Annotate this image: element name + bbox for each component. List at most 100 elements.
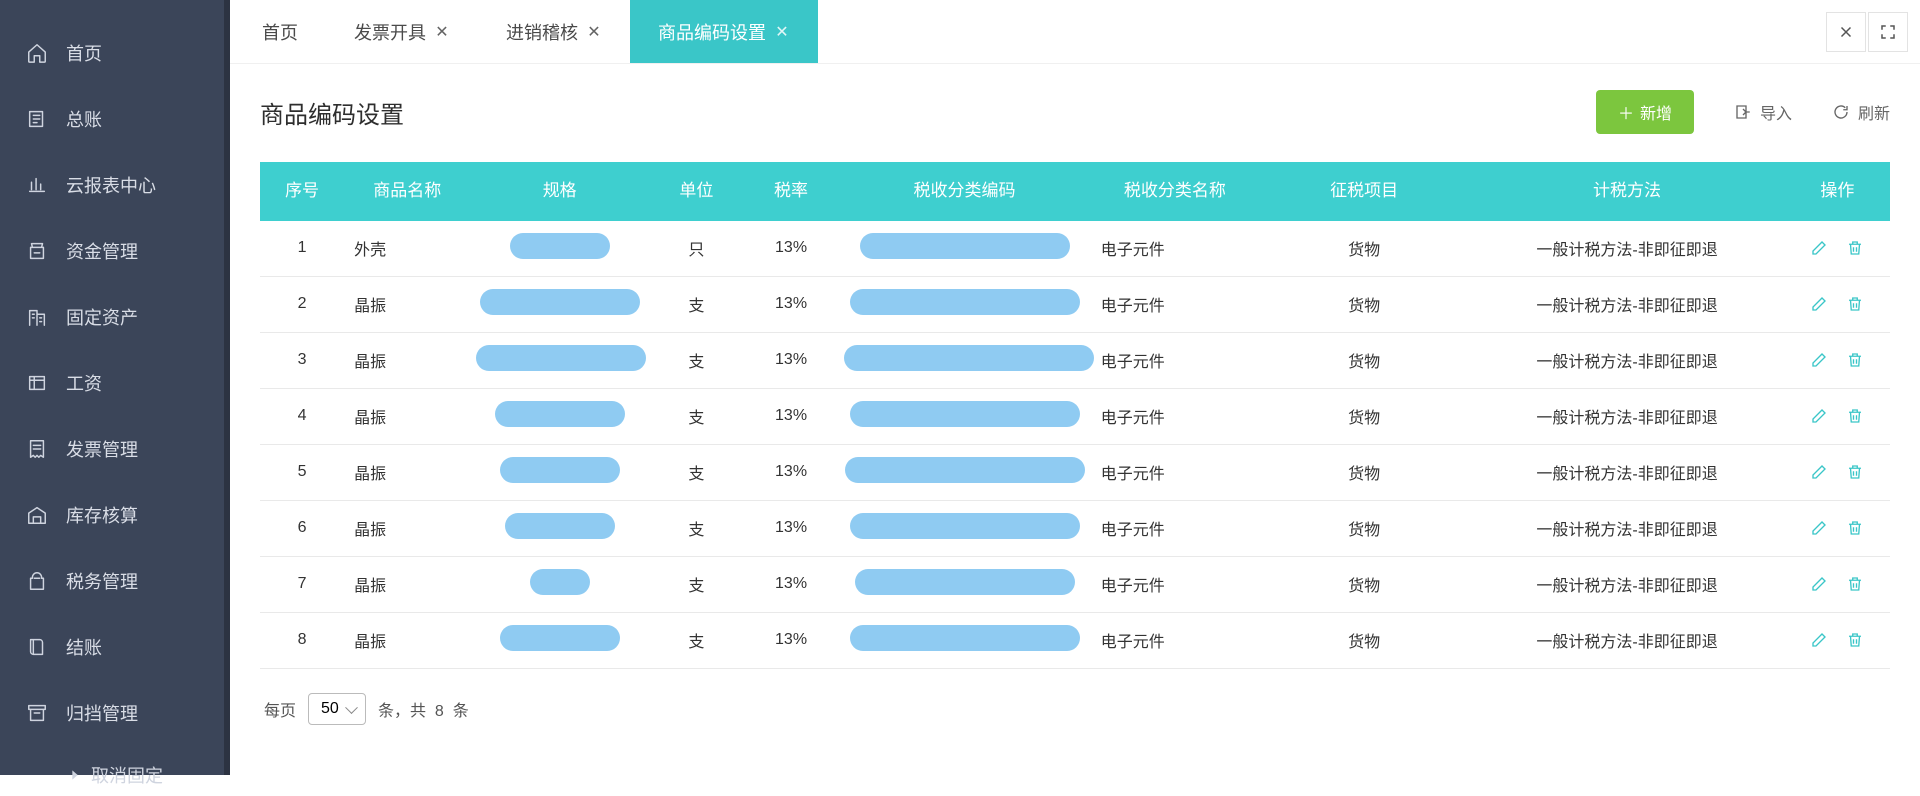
cell-unit: 只 — [649, 221, 744, 277]
col-tax_code: 税收分类编码 — [838, 162, 1090, 221]
redacted-spec — [530, 569, 590, 595]
sidebar-item-archive[interactable]: 归挡管理 — [0, 680, 230, 746]
window-fullscreen-button[interactable] — [1868, 12, 1908, 52]
col-name: 商品名称 — [344, 162, 470, 221]
tab[interactable]: 发票开具 ✕ — [326, 0, 478, 63]
tab-close-icon[interactable]: ✕ — [774, 24, 790, 40]
cell-ops — [1785, 388, 1890, 444]
tab-close-icon[interactable]: ✕ — [586, 24, 602, 40]
sidebar-item-label: 结账 — [66, 634, 102, 660]
tab-close-icon[interactable]: ✕ — [434, 24, 450, 40]
col-unit: 单位 — [649, 162, 744, 221]
delete-icon[interactable] — [1846, 407, 1864, 425]
sidebar-item-payroll[interactable]: 工资 — [0, 350, 230, 416]
cell-seq: 3 — [260, 332, 344, 388]
table-row: 4晶振支13%电子元件货物一般计税方法-非即征即退 — [260, 388, 1890, 444]
refresh-button[interactable]: 刷新 — [1832, 100, 1890, 124]
edit-icon[interactable] — [1810, 463, 1828, 481]
cell-ops — [1785, 500, 1890, 556]
sidebar-item-ledger[interactable]: 总账 — [0, 86, 230, 152]
col-tax_item: 征税项目 — [1259, 162, 1469, 221]
edit-icon[interactable] — [1810, 295, 1828, 313]
per-page-label: 每页 — [264, 697, 296, 721]
sidebar-item-tax[interactable]: 税务管理 — [0, 548, 230, 614]
sidebar-item-label: 云报表中心 — [66, 172, 156, 198]
edit-icon[interactable] — [1810, 631, 1828, 649]
cell-unit: 支 — [649, 388, 744, 444]
edit-icon[interactable] — [1810, 575, 1828, 593]
edit-icon[interactable] — [1810, 239, 1828, 257]
cell-taxmethod: 一般计税方法-非即征即退 — [1469, 221, 1784, 277]
table-row: 1外壳只13%电子元件货物一般计税方法-非即征即退 — [260, 221, 1890, 277]
sidebar-item-invoice[interactable]: 发票管理 — [0, 416, 230, 482]
delete-icon[interactable] — [1846, 239, 1864, 257]
cell-rate: 13% — [744, 500, 839, 556]
table-head: 序号商品名称规格单位税率税收分类编码税收分类名称征税项目计税方法操作 — [260, 162, 1890, 221]
window-close-button[interactable] — [1826, 12, 1866, 52]
cell-taxitem: 货物 — [1259, 556, 1469, 612]
tab-label: 发票开具 — [354, 19, 426, 45]
redacted-spec — [480, 289, 640, 315]
cell-taxcode — [838, 556, 1090, 612]
tab-label: 进销稽核 — [506, 19, 578, 45]
sidebar-item-chart[interactable]: 云报表中心 — [0, 152, 230, 218]
cell-seq: 5 — [260, 444, 344, 500]
archive-icon — [26, 702, 48, 724]
cell-taxitem: 货物 — [1259, 332, 1469, 388]
pagination: 每页 50 条，共 8 条 — [260, 669, 1890, 749]
delete-icon[interactable] — [1846, 519, 1864, 537]
tab[interactable]: 进销稽核 ✕ — [478, 0, 630, 63]
sidebar-unpin-label: 取消固定 — [91, 762, 163, 788]
redacted-spec — [510, 233, 610, 259]
cell-rate: 13% — [744, 612, 839, 668]
main-panel: 首页发票开具✕进销稽核✕商品编码设置✕ 商品编码设置 ＋ 新增 — [230, 0, 1920, 775]
invoice-icon — [26, 438, 48, 460]
col-seq: 序号 — [260, 162, 344, 221]
col-spec: 规格 — [470, 162, 649, 221]
cell-name: 晶振 — [344, 500, 470, 556]
cell-taxcode — [838, 444, 1090, 500]
product-table: 序号商品名称规格单位税率税收分类编码税收分类名称征税项目计税方法操作 1外壳只1… — [260, 162, 1890, 669]
edit-icon[interactable] — [1810, 407, 1828, 425]
tab[interactable]: 商品编码设置 ✕ — [630, 0, 818, 63]
table-row: 8晶振支13%电子元件货物一般计税方法-非即征即退 — [260, 612, 1890, 668]
cell-seq: 7 — [260, 556, 344, 612]
per-page-select[interactable]: 50 — [308, 693, 366, 725]
redacted-taxcode — [855, 569, 1075, 595]
cell-unit: 支 — [649, 444, 744, 500]
money-icon — [26, 240, 48, 262]
delete-icon[interactable] — [1846, 351, 1864, 369]
sidebar-item-building[interactable]: 固定资产 — [0, 284, 230, 350]
delete-icon[interactable] — [1846, 463, 1864, 481]
import-button[interactable]: 导入 — [1734, 100, 1792, 124]
sidebar-unpin-button[interactable]: 取消固定 — [0, 746, 230, 796]
tab[interactable]: 首页 — [234, 0, 326, 63]
edit-icon[interactable] — [1810, 519, 1828, 537]
cell-taxmethod: 一般计税方法-非即征即退 — [1469, 556, 1784, 612]
tab-label: 商品编码设置 — [658, 19, 766, 45]
sidebar-item-book[interactable]: 结账 — [0, 614, 230, 680]
sidebar-item-label: 资金管理 — [66, 238, 138, 264]
sidebar-item-money[interactable]: 资金管理 — [0, 218, 230, 284]
cell-name: 晶振 — [344, 444, 470, 500]
delete-icon[interactable] — [1846, 295, 1864, 313]
redacted-spec — [500, 457, 620, 483]
table-body: 1外壳只13%电子元件货物一般计税方法-非即征即退2晶振支13%电子元件货物一般… — [260, 221, 1890, 669]
sidebar-item-warehouse[interactable]: 库存核算 — [0, 482, 230, 548]
cell-unit: 支 — [649, 556, 744, 612]
delete-icon[interactable] — [1846, 575, 1864, 593]
cell-rate: 13% — [744, 332, 839, 388]
cell-name: 外壳 — [344, 221, 470, 277]
add-button[interactable]: ＋ 新增 — [1596, 90, 1694, 134]
delete-icon[interactable] — [1846, 631, 1864, 649]
cell-ops — [1785, 556, 1890, 612]
redacted-spec — [495, 401, 625, 427]
redacted-taxcode — [850, 625, 1080, 651]
table-row: 5晶振支13%电子元件货物一般计税方法-非即征即退 — [260, 444, 1890, 500]
sidebar-item-home[interactable]: 首页 — [0, 20, 230, 86]
cell-taxmethod: 一般计税方法-非即征即退 — [1469, 444, 1784, 500]
cell-taxname: 电子元件 — [1091, 221, 1259, 277]
col-tax_method: 计税方法 — [1469, 162, 1784, 221]
cell-taxitem: 货物 — [1259, 612, 1469, 668]
edit-icon[interactable] — [1810, 351, 1828, 369]
